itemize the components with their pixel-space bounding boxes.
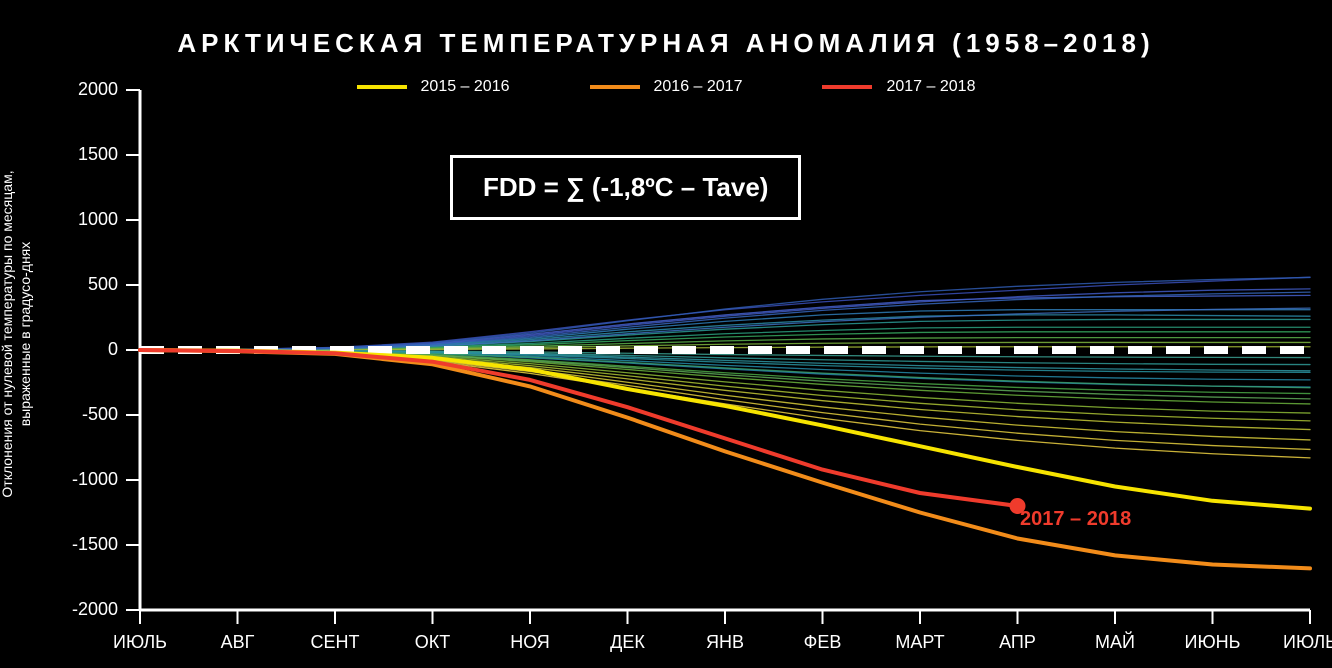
x-tick-label: ИЮЛЬ: [113, 632, 167, 653]
y-tick-label: 500: [58, 274, 118, 295]
x-tick-label: ДЕК: [610, 632, 645, 653]
x-tick-label: ОКТ: [415, 632, 450, 653]
x-tick-label: АПР: [999, 632, 1036, 653]
y-tick-label: -1500: [58, 534, 118, 555]
y-tick-label: 0: [58, 339, 118, 360]
x-tick-label: ФЕВ: [804, 632, 842, 653]
historical-series: [140, 277, 1310, 350]
x-tick-label: ЯНВ: [706, 632, 744, 653]
y-tick-label: -500: [58, 404, 118, 425]
x-tick-label: ИЮЛЬ: [1283, 632, 1332, 653]
y-tick-label: -2000: [58, 599, 118, 620]
plot-area: [0, 0, 1332, 668]
x-tick-label: СЕНТ: [311, 632, 360, 653]
x-tick-label: НОЯ: [510, 632, 550, 653]
y-tick-label: 1500: [58, 144, 118, 165]
series-label-2017-2018: 2017 – 2018: [1020, 508, 1131, 531]
x-tick-label: АВГ: [221, 632, 255, 653]
historical-series: [140, 319, 1310, 350]
formula-box: FDD = ∑ (-1,8ºС – Tave): [450, 155, 801, 220]
x-tick-label: МАЙ: [1095, 632, 1135, 653]
x-tick-label: ИЮНЬ: [1185, 632, 1241, 653]
series-2016-2017: [140, 350, 1310, 568]
y-tick-label: 2000: [58, 79, 118, 100]
y-tick-label: 1000: [58, 209, 118, 230]
y-tick-label: -1000: [58, 469, 118, 490]
series-2015-2016: [140, 350, 1310, 509]
historical-series: [140, 277, 1310, 350]
chart-container: АРКТИЧЕСКАЯ ТЕМПЕРАТУРНАЯ АНОМАЛИЯ (1958…: [0, 0, 1332, 668]
x-tick-label: МАРТ: [895, 632, 944, 653]
